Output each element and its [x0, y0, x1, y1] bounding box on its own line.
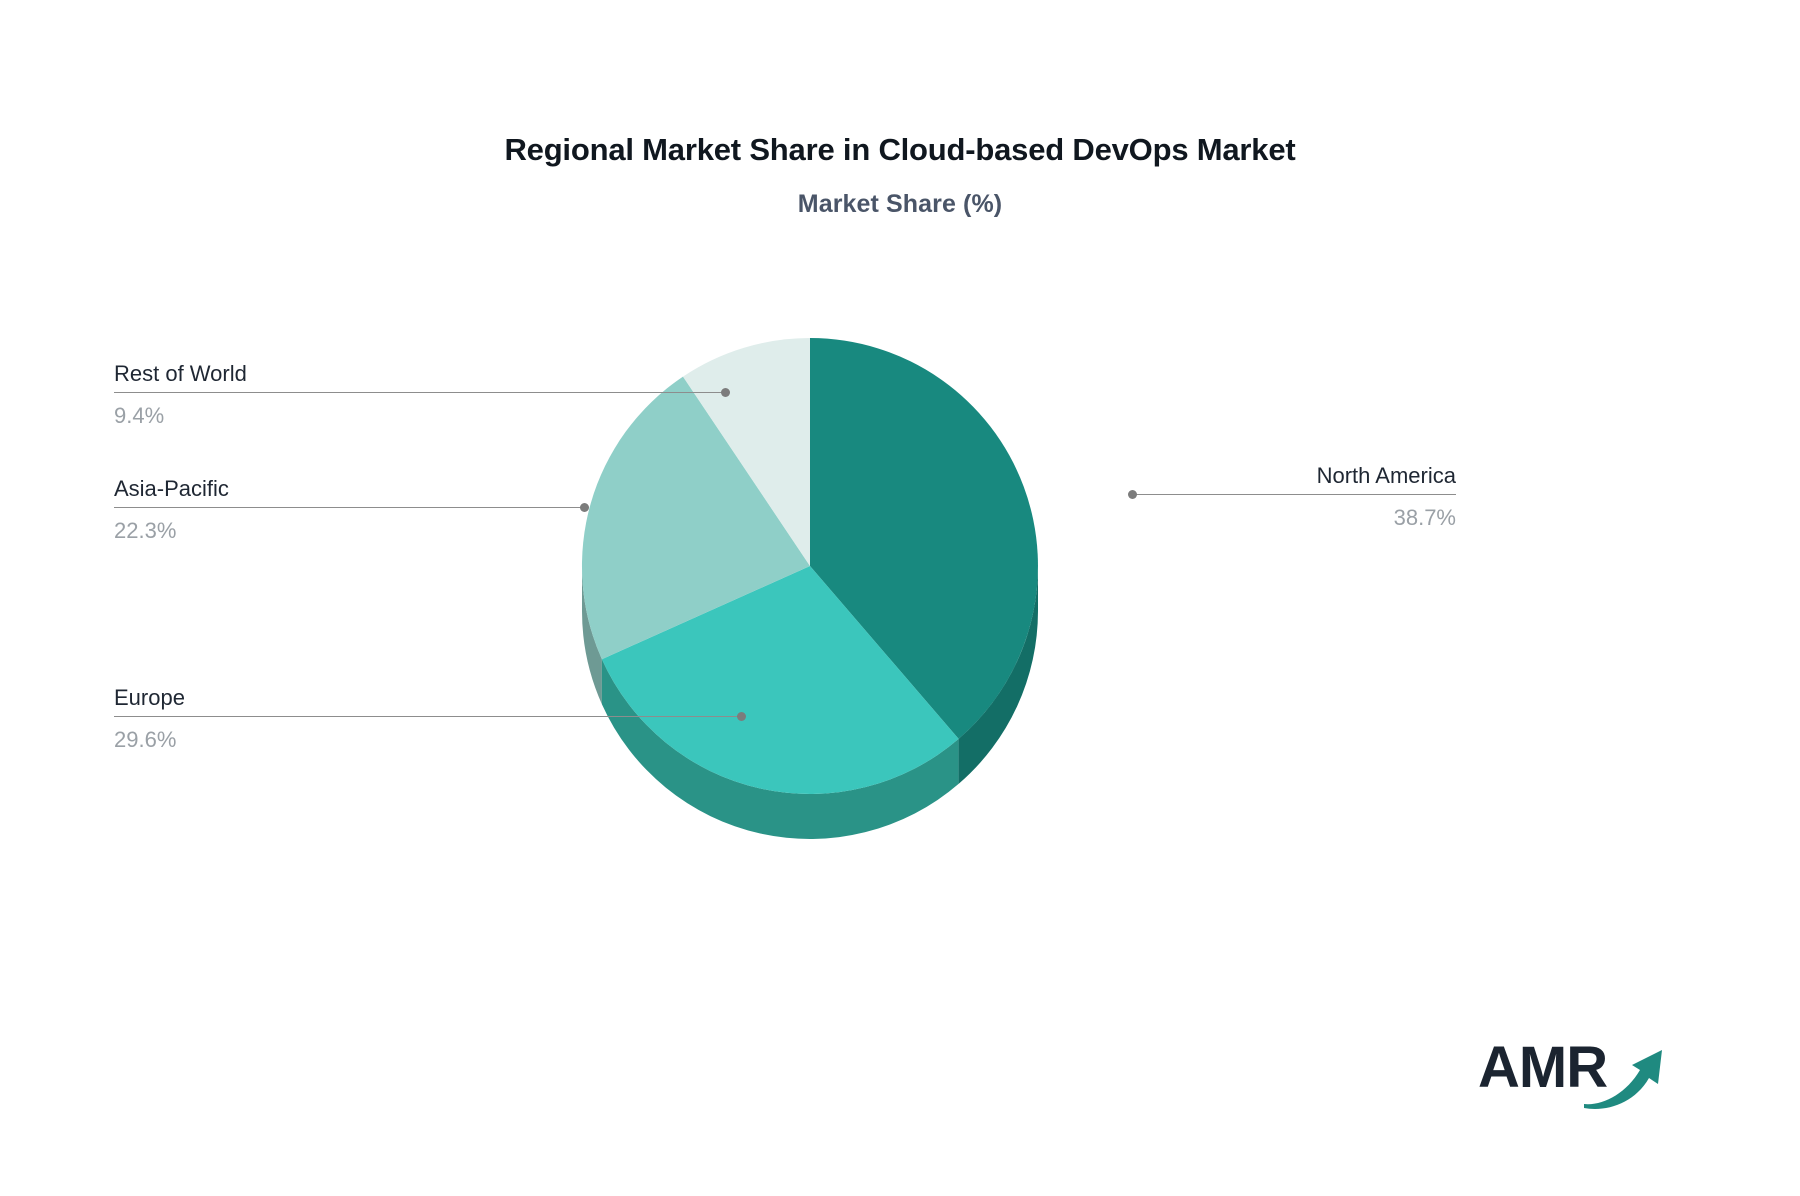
- leader-dot-asia-pacific: [580, 503, 589, 512]
- amr-wordmark: AMR: [1478, 1035, 1608, 1100]
- pie-slice-north-america[interactable]: [810, 338, 1038, 739]
- chart-subtitle: Market Share (%): [797, 190, 1003, 218]
- label-rest-of-world: Rest of World 9.4%: [114, 362, 314, 427]
- label-pct-north-america: 38.7%: [1393, 505, 1456, 531]
- label-pct-asia-pacific: 22.3%: [114, 518, 177, 544]
- label-rule-europe: [114, 716, 314, 718]
- pie-side-asia-pacific: [582, 566, 602, 705]
- leader-dot-rest-of-world: [721, 388, 730, 397]
- label-rule-rest-of-world: [114, 392, 314, 394]
- pie-top-group: [581, 338, 1038, 794]
- label-asia-pacific: Asia-Pacific 22.3%: [114, 477, 314, 542]
- pie-side-europe: [601, 659, 959, 839]
- leader-line-rest-of-world: [130, 392, 726, 393]
- amr-logo: AMR: [1478, 1028, 1668, 1118]
- pie-svg: [581, 338, 1038, 839]
- label-rule-north-america: [1240, 494, 1456, 496]
- leader-dot-north-america: [1128, 490, 1137, 499]
- pie-side-north-america: [958, 566, 1038, 784]
- label-pct-rest-of-world: 9.4%: [114, 403, 165, 429]
- label-name-asia-pacific: Asia-Pacific: [114, 476, 229, 501]
- label-name-europe: Europe: [114, 685, 185, 710]
- pie-slice-rest-of-world[interactable]: [683, 338, 810, 566]
- label-pct-europe: 29.6%: [114, 727, 177, 753]
- pie-depth-group: [582, 566, 1038, 839]
- leader-line-asia-pacific: [130, 507, 585, 508]
- label-europe: Europe 29.6%: [114, 686, 314, 751]
- leader-dot-europe: [737, 712, 746, 721]
- growth-arrow-icon: [1584, 1050, 1662, 1109]
- pie-slice-asia-pacific[interactable]: [581, 376, 810, 660]
- pie-chart: [560, 330, 1200, 890]
- pie-slice-europe[interactable]: [601, 566, 959, 794]
- chart-title: Regional Market Share in Cloud-based Dev…: [504, 132, 1296, 167]
- leader-line-europe: [130, 716, 742, 717]
- label-name-rest-of-world: Rest of World: [114, 361, 247, 386]
- label-north-america: North America 38.7%: [1240, 464, 1456, 529]
- label-rule-asia-pacific: [114, 507, 314, 509]
- label-name-north-america: North America: [1316, 463, 1456, 488]
